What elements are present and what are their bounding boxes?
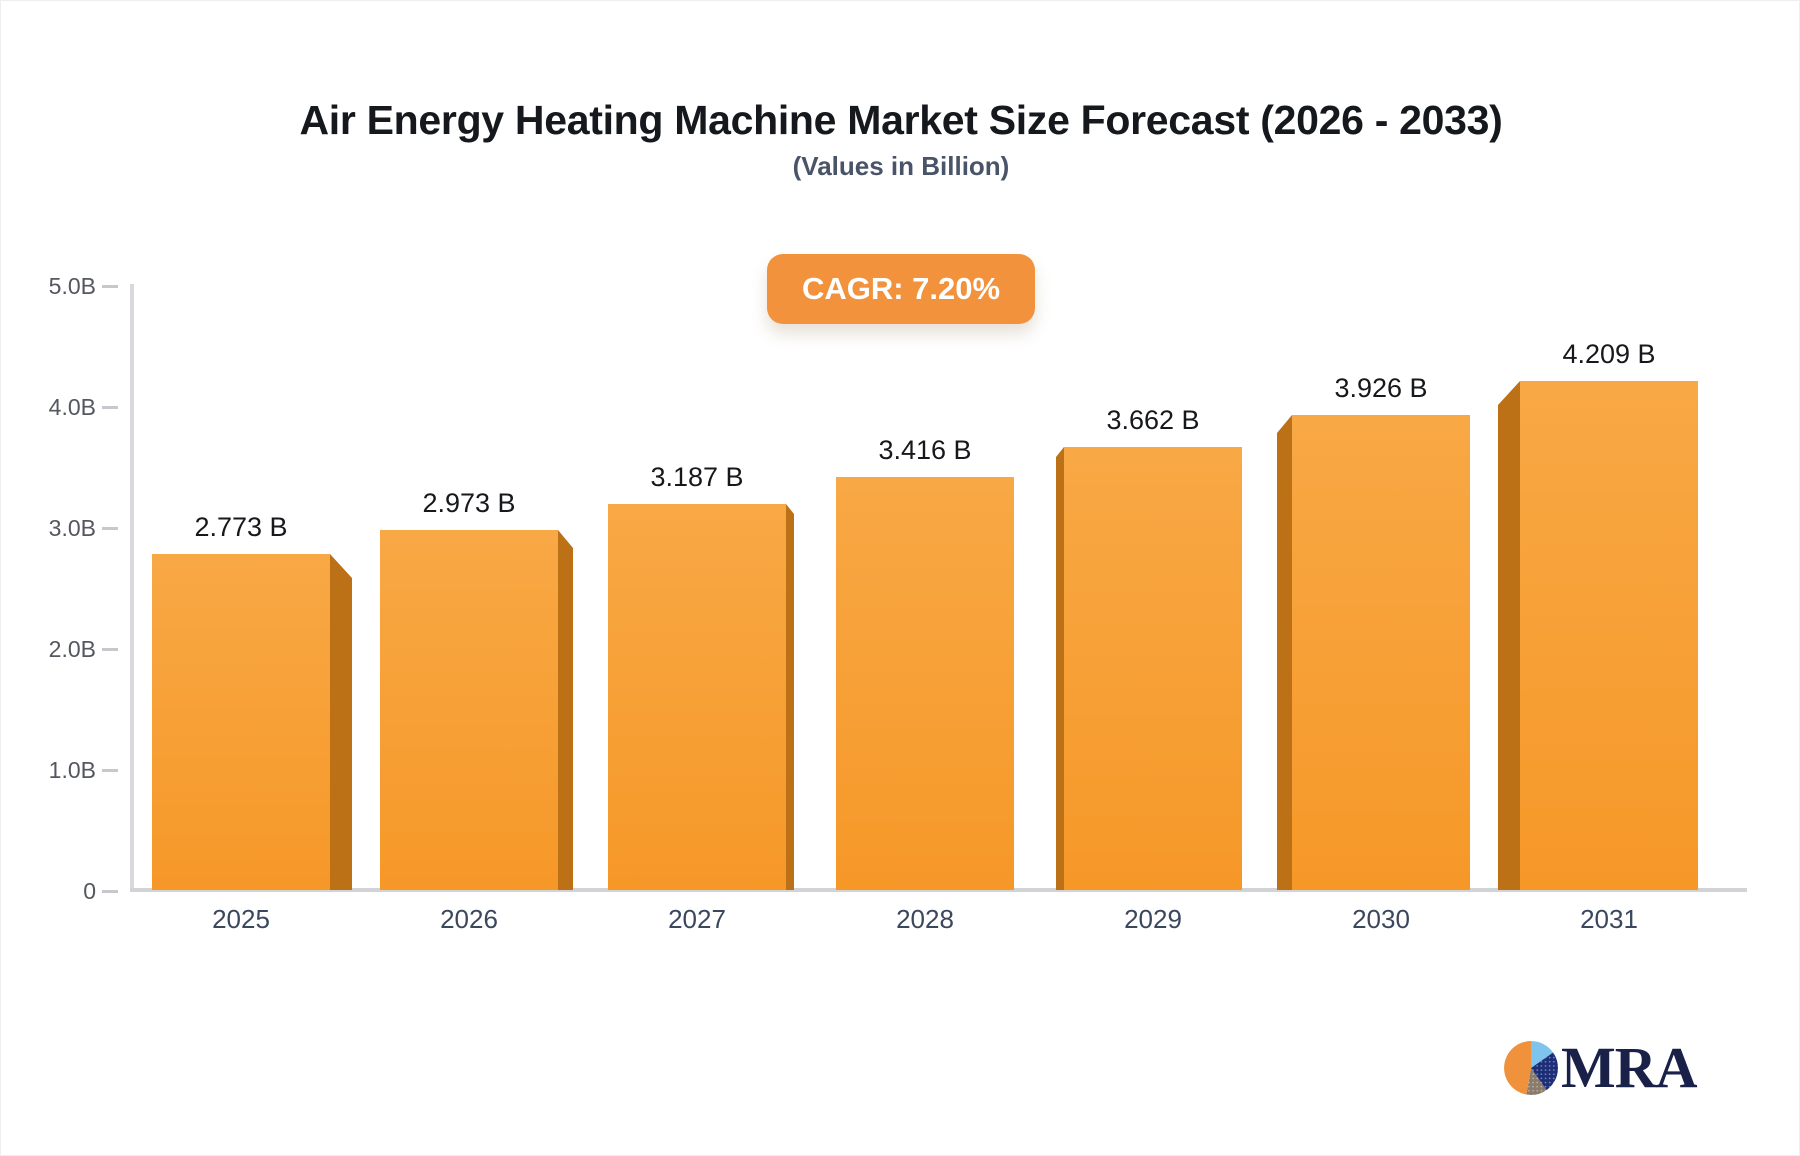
y-axis-label: 3.0B <box>48 515 96 541</box>
y-axis-tick <box>102 406 118 409</box>
bar-face <box>1064 447 1242 890</box>
pie-slice-lightblue <box>1531 1041 1554 1068</box>
chart-title: Air Energy Heating Machine Market Size F… <box>299 97 1503 143</box>
bar-side-face <box>1056 447 1064 890</box>
brand-logo: MRA <box>1503 1035 1698 1100</box>
cagr-badge-row: CAGR: 7.20% <box>51 254 1751 324</box>
x-axis-label: 2027 <box>668 904 726 934</box>
y-axis-label: 4.0B <box>48 394 96 420</box>
bar-face <box>152 554 330 890</box>
bar-value-label: 3.187 B <box>650 462 744 492</box>
bar-face <box>608 504 786 890</box>
x-axis-label: 2031 <box>1580 904 1638 934</box>
y-axis-line <box>130 284 134 892</box>
y-axis-label: 2.0B <box>48 636 96 662</box>
bar-side-face <box>558 530 573 890</box>
bar-side-face <box>786 504 794 890</box>
bar-face <box>1292 415 1470 890</box>
bar-face <box>380 530 558 890</box>
bar-value-label: 4.209 B <box>1562 339 1656 369</box>
y-axis-tick <box>102 769 118 772</box>
bar-value-label: 2.973 B <box>422 488 516 518</box>
logo-pie-icon <box>1504 1041 1558 1095</box>
bar-face <box>1520 381 1698 890</box>
chart-subtitle: (Values in Billion) <box>792 151 1010 181</box>
y-axis-tick <box>102 648 118 651</box>
x-axis-label: 2026 <box>440 904 498 934</box>
cagr-badge: CAGR: 7.20% <box>766 254 1036 324</box>
bar-value-label: 2.773 B <box>194 512 288 542</box>
bar-side-face <box>330 554 352 890</box>
x-axis-label: 2030 <box>1352 904 1410 934</box>
pie-texture <box>1526 1052 1558 1095</box>
y-axis-tick <box>102 890 118 893</box>
bar-side-face <box>1498 381 1520 890</box>
bar-value-label: 3.662 B <box>1106 405 1200 435</box>
y-axis-label: 0 <box>83 878 96 904</box>
y-axis-label: 1.0B <box>48 757 96 783</box>
y-axis-tick <box>102 285 118 288</box>
bar-face <box>836 477 1014 890</box>
bar-side-face <box>1277 415 1292 890</box>
bar-value-label: 3.926 B <box>1334 373 1428 403</box>
x-axis-label: 2025 <box>212 904 270 934</box>
y-axis-tick <box>102 527 118 530</box>
pie-slice-orange <box>1504 1041 1531 1095</box>
logo-text: MRA <box>1561 1035 1698 1100</box>
y-axis-label: 5.0B <box>48 273 96 299</box>
bar-value-label: 3.416 B <box>878 435 972 465</box>
x-axis-label: 2029 <box>1124 904 1182 934</box>
x-axis-line <box>130 888 1747 892</box>
x-axis-label: 2028 <box>896 904 954 934</box>
